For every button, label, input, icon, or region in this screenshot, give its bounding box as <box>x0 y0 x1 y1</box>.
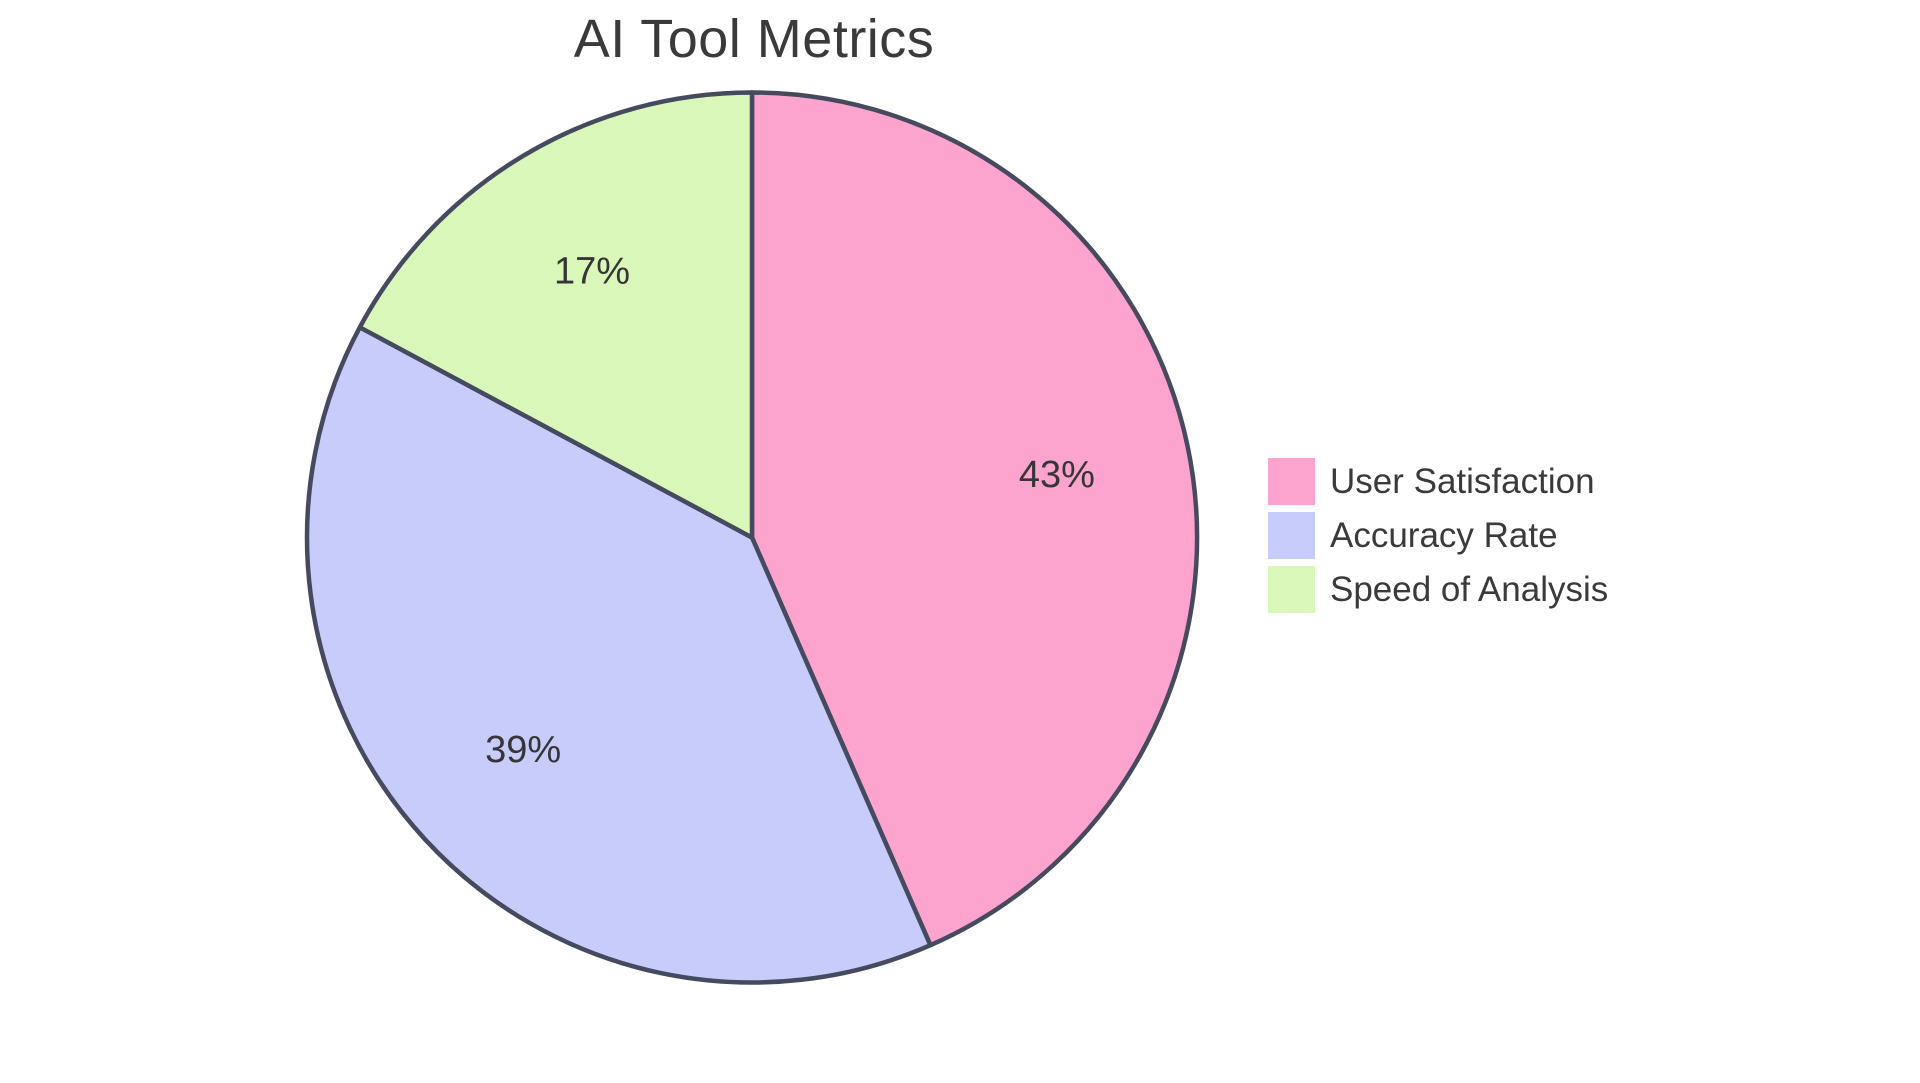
slice-label: 39% <box>485 729 561 771</box>
legend-item-user-satisfaction[interactable]: User Satisfaction <box>1268 458 1608 505</box>
legend-swatch-icon <box>1268 566 1315 613</box>
pie-slice-user-satisfaction[interactable] <box>749 90 1200 948</box>
pie-slice-accuracy-rate[interactable] <box>304 325 933 985</box>
pie-slice-speed-of-analysis[interactable] <box>357 90 755 540</box>
legend-item-accuracy-rate[interactable]: Accuracy Rate <box>1268 512 1608 559</box>
legend: User Satisfaction Accuracy Rate Speed of… <box>1268 458 1608 613</box>
slice-label: 17% <box>554 251 630 293</box>
legend-swatch-icon <box>1268 458 1315 505</box>
legend-swatch-icon <box>1268 512 1315 559</box>
chart-title: AI Tool Metrics <box>573 9 935 69</box>
legend-item-label: Accuracy Rate <box>1330 516 1558 555</box>
legend-item-label: Speed of Analysis <box>1330 570 1609 609</box>
slice-label: 43% <box>1019 454 1095 496</box>
legend-item-label: User Satisfaction <box>1330 462 1595 501</box>
legend-item-speed-of-analysis[interactable]: Speed of Analysis <box>1268 566 1608 613</box>
